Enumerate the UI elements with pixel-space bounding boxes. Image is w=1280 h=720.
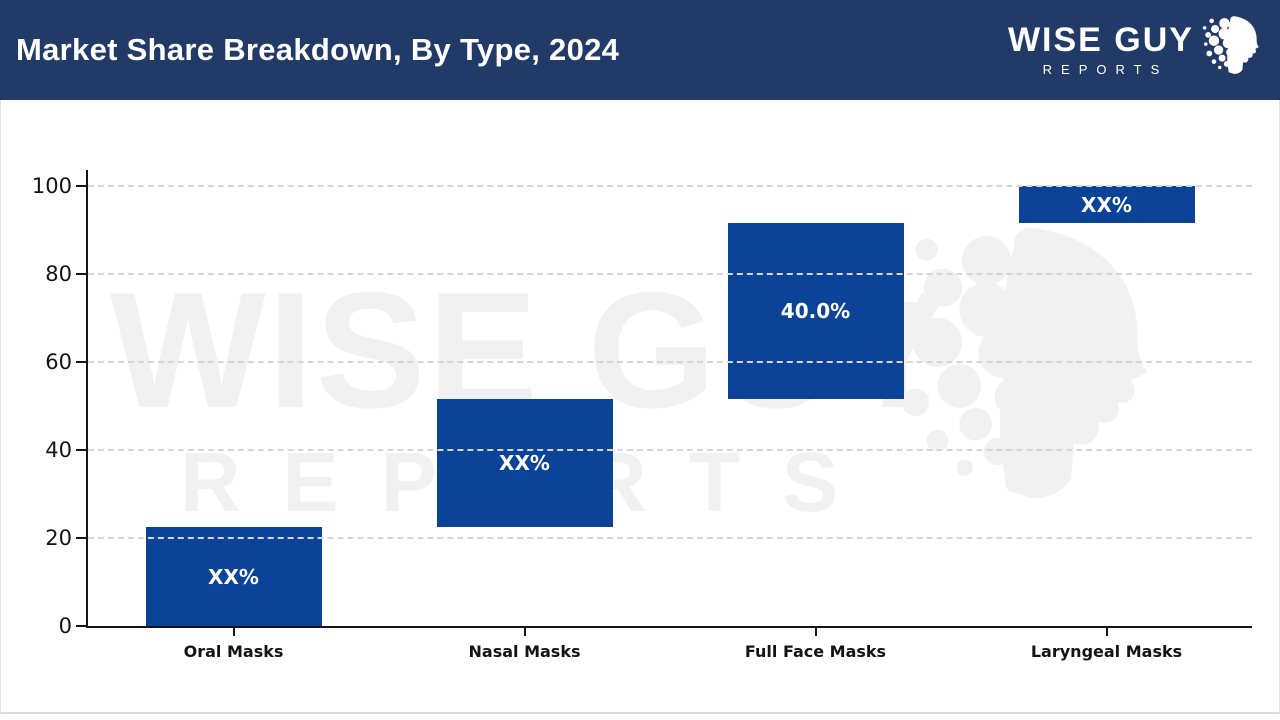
x-tick	[1105, 628, 1108, 636]
logo-head-icon	[1202, 16, 1259, 74]
gridline	[88, 185, 1252, 187]
y-tick-label: 0	[58, 614, 72, 638]
y-axis	[86, 170, 88, 628]
category-label-laryngeal-masks: Laryngeal Masks	[1030, 642, 1183, 661]
gridline	[88, 449, 1252, 451]
y-tick-label: 100	[31, 174, 72, 198]
x-axis	[86, 626, 1252, 628]
y-tick-label: 60	[45, 350, 72, 374]
category-label-full-face-masks: Full Face Masks	[744, 642, 887, 661]
bar-value-label: XX%	[208, 564, 259, 589]
bar-laryngeal-masks: XX%	[1018, 186, 1195, 224]
x-tick	[814, 628, 817, 636]
y-tick	[76, 185, 86, 187]
bar-oral-masks: XX%	[145, 527, 322, 626]
y-tick-label: 20	[45, 526, 72, 550]
y-tick	[76, 449, 86, 451]
category-label-nasal-masks: Nasal Masks	[468, 642, 581, 661]
y-tick-label: 80	[45, 262, 72, 286]
bar-full-face-masks: 40.0%	[727, 223, 904, 400]
bar-value-label: 40.0%	[780, 299, 851, 324]
bar-nasal-masks: XX%	[436, 399, 613, 527]
category-label-oral-masks: Oral Masks	[183, 642, 284, 661]
logo-text: WISE GUY REPORTS	[1007, 21, 1194, 77]
x-tick	[523, 628, 526, 636]
y-tick	[76, 273, 86, 275]
gridline	[88, 361, 1252, 363]
y-tick	[76, 625, 86, 627]
gridline	[88, 537, 1252, 539]
logo-subtitle: REPORTS	[1042, 61, 1169, 77]
y-tick-label: 40	[45, 438, 72, 462]
bar-value-label: XX%	[499, 451, 550, 476]
y-tick	[76, 537, 86, 539]
header: Market Share Breakdown, By Type, 2024 WI…	[0, 0, 1280, 100]
logo-wordmark: WISE GUY	[1007, 21, 1194, 60]
x-tick	[232, 628, 235, 636]
gridline	[88, 273, 1252, 275]
logo: WISE GUY REPORTS	[1008, 11, 1264, 89]
chart-title: Market Share Breakdown, By Type, 2024	[16, 32, 620, 67]
y-tick	[76, 361, 86, 363]
bar-value-label: XX%	[1081, 192, 1132, 217]
